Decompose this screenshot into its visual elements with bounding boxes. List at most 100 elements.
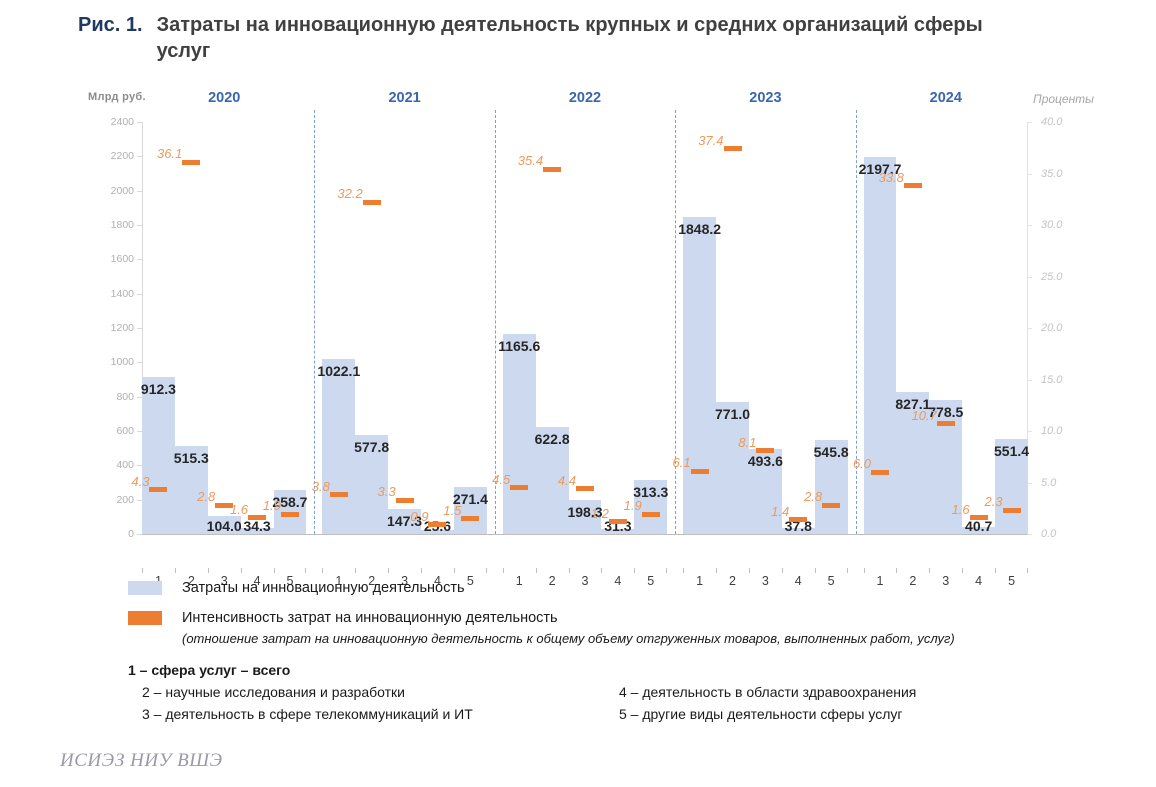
bar-2020-4[interactable] xyxy=(240,528,274,534)
intensity-marker-2020-4[interactable] xyxy=(248,515,267,521)
intensity-marker-2022-4[interactable] xyxy=(608,519,627,525)
intensity-marker-2023-2[interactable] xyxy=(723,146,742,152)
bar-2020-3[interactable] xyxy=(207,516,241,534)
bar-slot[interactable]: 2197.7 6.0 1 xyxy=(853,122,901,588)
bar-2021-5[interactable] xyxy=(453,487,487,534)
intensity-marker-2022-2[interactable] xyxy=(543,166,562,172)
intensity-marker-2021-3[interactable] xyxy=(395,497,414,503)
bar-value-label: 545.8 xyxy=(813,444,849,461)
intensity-marker-2021-5[interactable] xyxy=(461,516,480,522)
left-axis-tick-label: 1200 xyxy=(110,322,134,334)
bar-2023-4[interactable] xyxy=(781,527,815,534)
bar-slot[interactable]: 912.34.31 xyxy=(131,122,176,588)
bar-2021-1[interactable] xyxy=(322,358,356,534)
bar-slot[interactable]: 622.8 35.4 2 xyxy=(518,122,570,588)
bar-slot[interactable]: 493.6 8.1 3 xyxy=(738,122,783,588)
group-year-label: 2020 xyxy=(208,90,241,106)
bar-2022-5[interactable] xyxy=(634,480,668,534)
bar-slot[interactable]: 198.3 4.4 3 xyxy=(558,122,603,588)
left-axis-tick-mark xyxy=(137,328,142,329)
bar-slot[interactable]: 258.7 1.9 5 xyxy=(263,122,307,588)
intensity-marker-2020-1[interactable] xyxy=(149,487,168,493)
bar-value-label: 104.0 xyxy=(206,518,242,534)
bar-2020-5[interactable] xyxy=(273,489,307,534)
bar-value-label: 912.3 xyxy=(140,381,176,398)
bar-2021-3[interactable] xyxy=(388,508,422,534)
bar-2024-1[interactable] xyxy=(863,156,897,534)
bar-slot[interactable]: 577.8 32.2 2 xyxy=(337,122,389,588)
right-axis-tick-label: 35.0 xyxy=(1041,167,1063,180)
bar-value-label: 313.3 xyxy=(633,484,669,501)
bar-value-label: 198.3 xyxy=(567,503,603,520)
bar-2020-1[interactable] xyxy=(142,377,175,534)
bar-slot[interactable]: 827.1 33.8 2 xyxy=(879,122,931,588)
bar-slot[interactable]: 551.4 2.3 5 xyxy=(984,122,1029,588)
right-axis-tick-mark xyxy=(1027,225,1032,226)
bar-2024-4[interactable] xyxy=(962,527,996,534)
right-axis-tick-mark xyxy=(1027,431,1032,432)
x-axis-tick-5: 5 xyxy=(286,574,294,588)
intensity-value-label: 4.3 xyxy=(131,473,150,489)
bar-slot[interactable]: 515.3 36.1 2 xyxy=(157,122,209,588)
intensity-marker-2024-2[interactable] xyxy=(903,183,922,189)
chart-plot-area: Млрд руб. Проценты 2400 2200 2000 1800 1600 1… xyxy=(0,88,1156,588)
intensity-marker-2022-1[interactable] xyxy=(510,485,529,491)
bar-slot[interactable]: 778.5 10.7 3 xyxy=(911,122,963,588)
x-axis-tick-mark xyxy=(535,568,537,573)
intensity-marker-2024-4[interactable] xyxy=(969,515,988,521)
intensity-marker-2020-5[interactable] xyxy=(280,511,299,517)
bar-2023-1[interactable] xyxy=(683,216,717,534)
x-axis-tick-mark xyxy=(388,568,390,573)
bar-slot[interactable]: 34.3 1.6 4 xyxy=(230,122,274,588)
group-bars: 2197.7 6.0 1 827.1 33.8 2 778.5 10.7 3 40.7 1.6 4 55… xyxy=(853,122,1029,588)
intensity-marker-2020-2[interactable] xyxy=(182,159,201,165)
intensity-marker-2023-4[interactable] xyxy=(789,517,808,523)
bar-2024-5[interactable] xyxy=(995,439,1028,534)
bar-2020-2[interactable] xyxy=(174,445,208,534)
bar-slot[interactable]: 1165.6 4.5 1 xyxy=(492,122,540,588)
bar-slot[interactable]: 1848.2 6.1 1 xyxy=(673,122,721,588)
intensity-marker-2021-2[interactable] xyxy=(362,199,381,205)
bar-2023-3[interactable] xyxy=(748,449,782,534)
bar-slot[interactable]: 147.3 3.3 3 xyxy=(378,122,423,588)
intensity-value-label: 32.2 xyxy=(337,186,363,202)
x-axis-tick-mark xyxy=(929,568,931,573)
intensity-marker-2024-5[interactable] xyxy=(1002,507,1021,513)
bar-slot[interactable]: 104.0 2.8 3 xyxy=(197,122,242,588)
intensity-marker-2021-4[interactable] xyxy=(428,522,447,528)
intensity-marker-2021-1[interactable] xyxy=(329,492,348,498)
left-axis-tick-label: 2000 xyxy=(110,184,134,197)
bar-slot[interactable]: 31.3 1.2 4 xyxy=(591,122,635,588)
bar-slot[interactable]: 271.4 1.5 5 xyxy=(443,122,488,588)
intensity-marker-2023-5[interactable] xyxy=(822,502,841,508)
bar-2023-5[interactable] xyxy=(814,440,848,534)
bar-slot[interactable]: 37.8 1.4 4 xyxy=(771,122,815,588)
intensity-marker-2024-1[interactable] xyxy=(871,469,890,475)
intensity-marker-2022-3[interactable] xyxy=(575,486,594,492)
right-axis-ticks: 40.0 35.0 30.0 25.0 20.0 15.0 10.0 5.0 0.0 xyxy=(1027,116,1087,540)
bar-slot[interactable]: 313.3 1.9 5 xyxy=(624,122,669,588)
intensity-marker-2023-1[interactable] xyxy=(690,468,709,474)
bar-2021-2[interactable] xyxy=(355,434,389,534)
x-axis-tick-mark xyxy=(174,568,176,573)
bar-2022-2[interactable] xyxy=(535,427,569,534)
bar-2022-4[interactable] xyxy=(601,528,635,534)
intensity-marker-2020-3[interactable] xyxy=(215,502,234,508)
bar-2022-1[interactable] xyxy=(502,333,536,534)
intensity-marker-2024-3[interactable] xyxy=(936,421,955,427)
bar-2023-2[interactable] xyxy=(716,401,749,534)
intensity-marker-2023-3[interactable] xyxy=(756,448,775,454)
bar-slot[interactable]: 545.8 2.8 5 xyxy=(804,122,849,588)
bar-slot[interactable]: 40.7 1.6 4 xyxy=(952,122,996,588)
intensity-marker-2022-5[interactable] xyxy=(641,511,660,517)
bar-2024-2[interactable] xyxy=(896,392,930,534)
x-axis-tick-5: 5 xyxy=(1008,574,1016,588)
bar-2022-3[interactable] xyxy=(568,499,602,534)
bar-slot[interactable]: 771.0 37.4 2 xyxy=(698,122,750,588)
bar-slot[interactable]: 1022.1 3.8 1 xyxy=(312,122,360,588)
x-axis-tick-4: 4 xyxy=(975,574,983,588)
group-bars: 912.34.31515.336.12104.02.8334.31.64258.… xyxy=(131,122,307,588)
bar-slot[interactable]: 25.60.94 xyxy=(410,122,454,588)
bar-2021-4[interactable] xyxy=(421,529,454,534)
